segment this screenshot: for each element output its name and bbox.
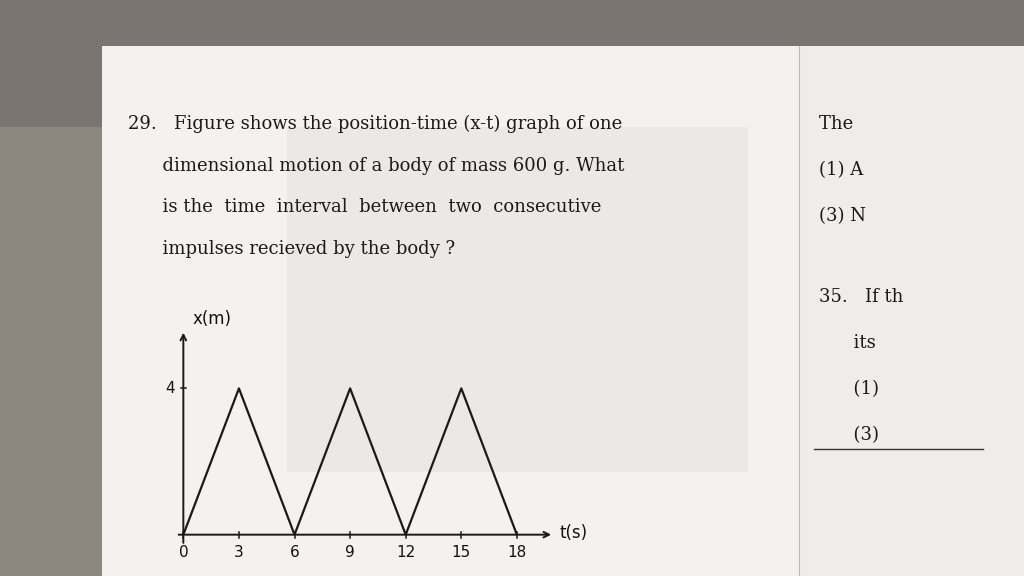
Text: (1): (1): [819, 380, 880, 398]
Text: impulses recieved by the body ?: impulses recieved by the body ?: [128, 240, 455, 257]
Text: 18: 18: [507, 545, 526, 560]
FancyBboxPatch shape: [0, 0, 1024, 127]
Text: (1) A: (1) A: [819, 161, 863, 179]
Text: dimensional motion of a body of mass 600 g. What: dimensional motion of a body of mass 600…: [128, 157, 625, 175]
Text: (3): (3): [819, 426, 880, 444]
Text: 3: 3: [234, 545, 244, 560]
FancyBboxPatch shape: [287, 127, 748, 472]
Text: The: The: [819, 115, 859, 133]
Text: t(s): t(s): [559, 524, 588, 542]
Text: (3) N: (3) N: [819, 207, 866, 225]
Text: 35.   If th: 35. If th: [819, 288, 903, 306]
Text: is the  time  interval  between  two  consecutive: is the time interval between two consecu…: [128, 198, 601, 216]
Text: 6: 6: [290, 545, 299, 560]
Text: 12: 12: [396, 545, 416, 560]
Text: x(m): x(m): [193, 310, 231, 328]
Text: 29.   Figure shows the position-time (x-t) graph of one: 29. Figure shows the position-time (x-t)…: [128, 115, 623, 134]
Text: its: its: [819, 334, 876, 352]
Text: 9: 9: [345, 545, 355, 560]
Text: 4: 4: [166, 381, 175, 396]
FancyBboxPatch shape: [102, 46, 901, 576]
Text: 15: 15: [452, 545, 471, 560]
Text: 0: 0: [178, 545, 188, 560]
FancyBboxPatch shape: [799, 46, 1024, 576]
